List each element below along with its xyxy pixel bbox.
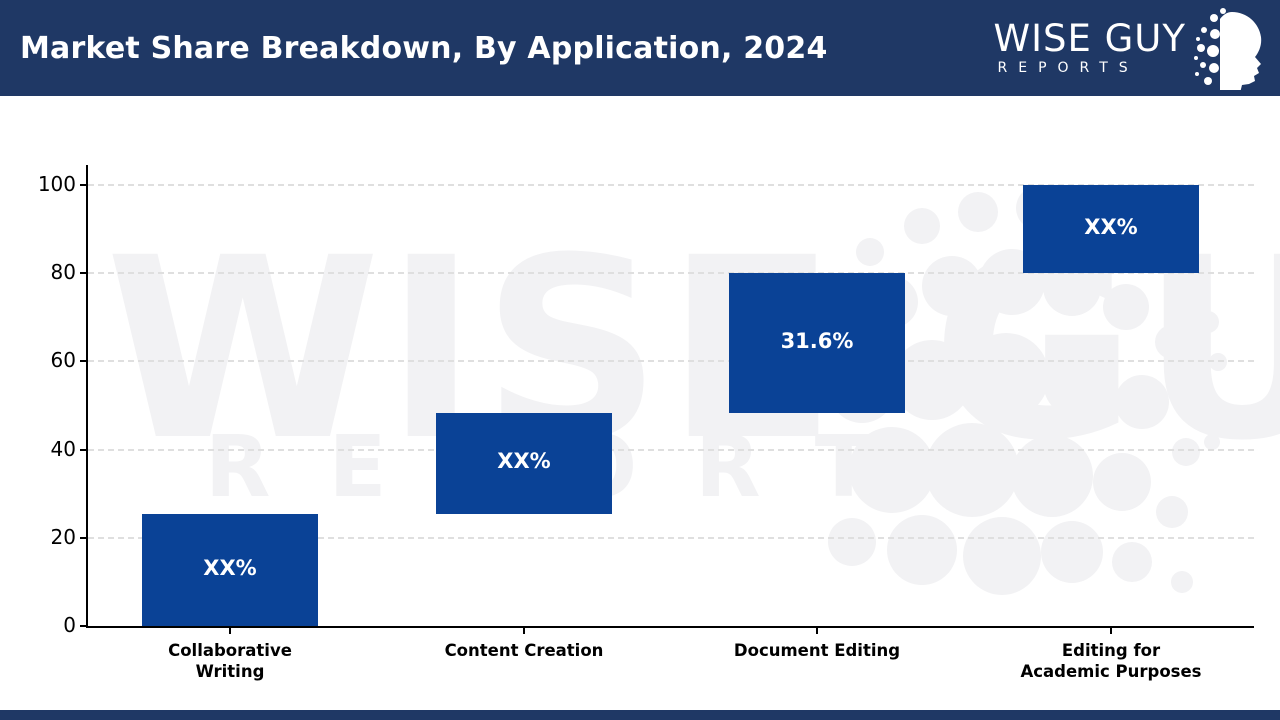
bar-value-label: XX% — [203, 555, 257, 580]
y-tick-mark — [80, 272, 88, 275]
header-bar: Market Share Breakdown, By Application, … — [0, 0, 1280, 96]
market-share-bar: XX% — [436, 412, 612, 514]
x-category-label-line: Editing for — [1061, 641, 1161, 660]
x-tick-mark — [523, 626, 525, 634]
x-tick-mark — [1110, 626, 1112, 634]
x-axis-line — [86, 626, 1254, 628]
y-gridline — [88, 272, 1254, 275]
brand-name: WISE GUY — [993, 17, 1186, 60]
brand-head-icon — [1194, 8, 1262, 90]
y-gridline — [88, 360, 1254, 363]
x-category-label-line: Collaborative — [168, 641, 292, 660]
bar-value-label: XX% — [497, 449, 551, 474]
x-category-label-line: Document Editing — [733, 641, 901, 660]
y-tick-label: 80 — [50, 260, 76, 285]
x-category-label: Content Creation — [377, 640, 671, 661]
market-share-bar: XX% — [1023, 185, 1199, 274]
y-tick-mark — [80, 184, 88, 186]
bar-value-label: XX% — [1084, 215, 1138, 240]
x-tick-mark — [229, 626, 231, 634]
brand-logo: WISE GUY REPORTS — [994, 6, 1270, 90]
y-tick-mark — [80, 360, 88, 363]
y-gridline — [88, 448, 1254, 451]
y-tick-label: 0 — [63, 613, 76, 637]
page-title: Market Share Breakdown, By Application, … — [20, 30, 828, 66]
x-category-label-line: Academic Purposes — [1020, 662, 1202, 681]
y-gridline — [88, 536, 1254, 539]
y-gridline — [88, 184, 1254, 186]
y-tick-label: 60 — [50, 348, 76, 373]
brand-subname: REPORTS — [997, 60, 1139, 76]
x-category-label: Editing for Academic Purposes — [964, 640, 1258, 682]
y-tick-label: 40 — [50, 436, 76, 461]
y-tick-mark — [80, 625, 88, 627]
y-tick-mark — [80, 536, 88, 539]
x-category-label-line: Writing — [195, 662, 265, 681]
x-category-label-line: Content Creation — [444, 641, 604, 660]
footer-bar — [0, 710, 1280, 720]
x-tick-mark — [816, 626, 818, 634]
y-axis-line — [86, 165, 88, 628]
market-share-bar: 31.6% — [729, 273, 905, 413]
x-category-label: Document Editing — [670, 640, 964, 661]
brand-logo-text: WISE GUY REPORTS — [994, 19, 1186, 77]
x-category-label: Collaborative Writing — [83, 640, 377, 682]
y-tick-label: 100 — [37, 172, 76, 196]
market-share-bar: XX% — [142, 513, 318, 626]
y-tick-mark — [80, 448, 88, 451]
y-tick-label: 20 — [50, 524, 76, 549]
bar-value-label: 31.6% — [780, 328, 854, 353]
